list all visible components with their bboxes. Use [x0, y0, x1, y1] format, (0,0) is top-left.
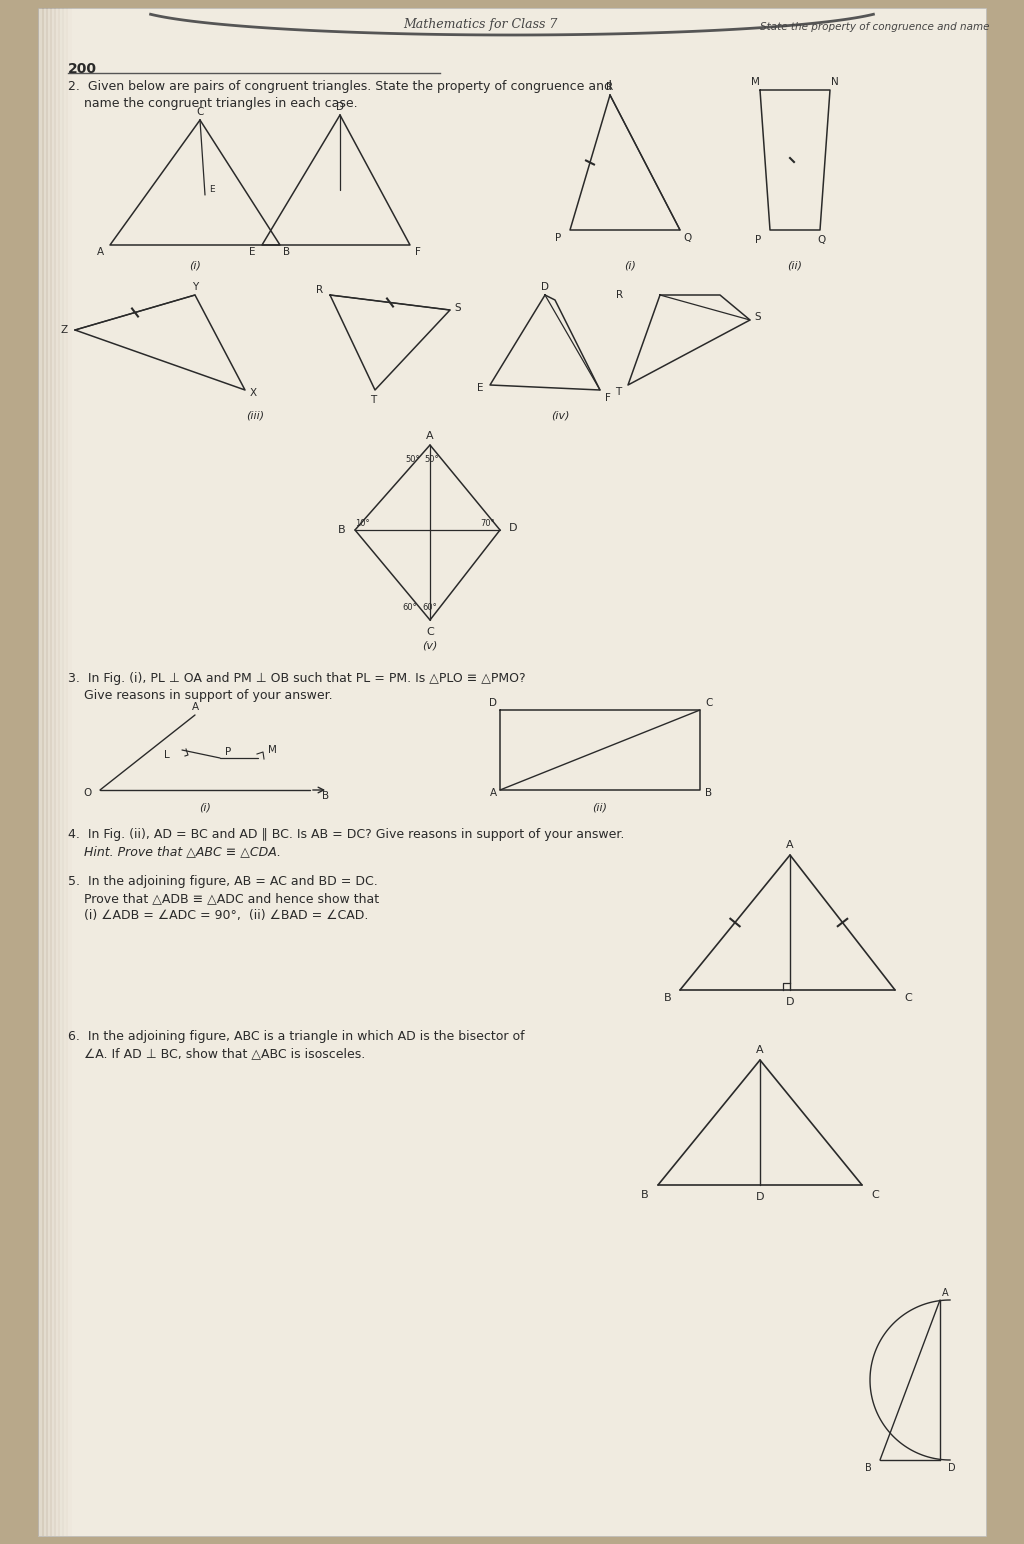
Text: B: B — [665, 993, 672, 1004]
Bar — [38, 8, 44, 1536]
Text: Z: Z — [60, 324, 68, 335]
Text: D: D — [509, 523, 517, 533]
Text: P: P — [755, 235, 761, 245]
Text: (i) ∠ADB = ∠ADC = 90°,  (ii) ∠BAD = ∠CAD.: (i) ∠ADB = ∠ADC = 90°, (ii) ∠BAD = ∠CAD. — [68, 909, 369, 922]
Text: T: T — [370, 395, 376, 405]
Text: F: F — [415, 247, 421, 256]
Text: E: E — [477, 383, 483, 394]
Text: 2.  Given below are pairs of congruent triangles. State the property of congruen: 2. Given below are pairs of congruent tr… — [68, 80, 612, 93]
Text: 5.  In the adjoining figure, AB = AC and BD = DC.: 5. In the adjoining figure, AB = AC and … — [68, 875, 378, 888]
Text: F: F — [605, 394, 611, 403]
Text: R: R — [316, 286, 324, 295]
Text: D: D — [948, 1464, 955, 1473]
Bar — [62, 8, 68, 1536]
Text: 60°: 60° — [423, 604, 437, 613]
Text: 60°: 60° — [402, 604, 418, 613]
Text: Give reasons in support of your answer.: Give reasons in support of your answer. — [68, 689, 333, 703]
Text: (ii): (ii) — [593, 803, 607, 814]
Text: C: C — [904, 993, 912, 1004]
Text: Y: Y — [191, 283, 198, 292]
Text: 200: 200 — [68, 62, 97, 76]
Bar — [66, 8, 72, 1536]
Text: (i): (i) — [189, 259, 201, 270]
Text: T: T — [614, 388, 622, 397]
Text: Q: Q — [684, 233, 692, 242]
Text: A: A — [786, 840, 794, 851]
Text: B: B — [641, 1190, 649, 1200]
Text: 6.  In the adjoining figure, ABC is a triangle in which AD is the bisector of: 6. In the adjoining figure, ABC is a tri… — [68, 1030, 524, 1044]
Text: (v): (v) — [422, 641, 437, 650]
Text: S: S — [755, 312, 761, 323]
Text: A: A — [756, 1045, 764, 1055]
Text: P: P — [225, 747, 231, 757]
Text: 10°: 10° — [354, 519, 370, 528]
Text: E: E — [249, 247, 255, 256]
Text: Prove that △ADB ≡ △ADC and hence show that: Prove that △ADB ≡ △ADC and hence show th… — [68, 892, 379, 905]
Text: Hint. Prove that △ABC ≡ △CDA.: Hint. Prove that △ABC ≡ △CDA. — [68, 845, 281, 858]
Bar — [46, 8, 52, 1536]
Text: 70°: 70° — [480, 519, 496, 528]
Text: 3.  In Fig. (i), PL ⊥ OA and PM ⊥ OB such that PL = PM. Is △PLO ≡ △PMO?: 3. In Fig. (i), PL ⊥ OA and PM ⊥ OB such… — [68, 672, 525, 686]
Text: R: R — [606, 82, 613, 93]
Text: C: C — [705, 698, 713, 709]
Text: D: D — [541, 283, 549, 292]
Text: L: L — [164, 750, 170, 760]
Text: N: N — [831, 77, 839, 86]
Text: A: A — [489, 787, 497, 798]
Text: A: A — [96, 247, 103, 256]
Text: (iv): (iv) — [551, 411, 569, 420]
Text: (i): (i) — [624, 259, 636, 270]
Text: R: R — [616, 290, 624, 300]
Text: A: A — [942, 1288, 948, 1299]
Text: E: E — [209, 185, 215, 195]
Text: M: M — [751, 77, 760, 86]
Text: B: B — [284, 247, 291, 256]
Text: (ii): (ii) — [787, 259, 803, 270]
Text: C: C — [871, 1190, 879, 1200]
Text: M: M — [268, 746, 276, 755]
Text: B: B — [864, 1464, 871, 1473]
FancyBboxPatch shape — [38, 8, 986, 1536]
Text: A: A — [191, 703, 199, 712]
Text: X: X — [250, 388, 257, 398]
Bar — [42, 8, 48, 1536]
Text: C: C — [197, 107, 204, 117]
Text: Q: Q — [818, 235, 826, 245]
Text: 4.  In Fig. (ii), AD = BC and AD ∥ BC. Is AB = DC? Give reasons in support of yo: 4. In Fig. (ii), AD = BC and AD ∥ BC. Is… — [68, 828, 625, 841]
Text: Mathematics for Class 7: Mathematics for Class 7 — [402, 19, 557, 31]
Text: P: P — [555, 233, 561, 242]
Text: (iii): (iii) — [246, 411, 264, 420]
Text: 50°: 50° — [406, 455, 420, 465]
Text: O: O — [84, 787, 92, 798]
Text: (i): (i) — [199, 803, 211, 814]
Text: ∠A. If AD ⊥ BC, show that △ABC is isosceles.: ∠A. If AD ⊥ BC, show that △ABC is isosce… — [68, 1047, 366, 1061]
Text: B: B — [705, 787, 712, 798]
Text: name the congruent triangles in each case.: name the congruent triangles in each cas… — [68, 97, 357, 110]
Text: 50°: 50° — [425, 455, 439, 465]
Text: S: S — [455, 303, 462, 313]
Text: D: D — [336, 102, 344, 113]
Text: D: D — [489, 698, 497, 709]
Text: B: B — [323, 791, 330, 801]
Bar — [50, 8, 56, 1536]
Text: C: C — [426, 627, 434, 638]
Bar — [54, 8, 60, 1536]
Bar — [58, 8, 63, 1536]
Text: B: B — [338, 525, 346, 536]
Text: D: D — [756, 1192, 764, 1201]
Text: D: D — [785, 997, 795, 1007]
Text: A: A — [426, 431, 434, 442]
Text: State the property of congruence and name: State the property of congruence and nam… — [761, 22, 990, 32]
